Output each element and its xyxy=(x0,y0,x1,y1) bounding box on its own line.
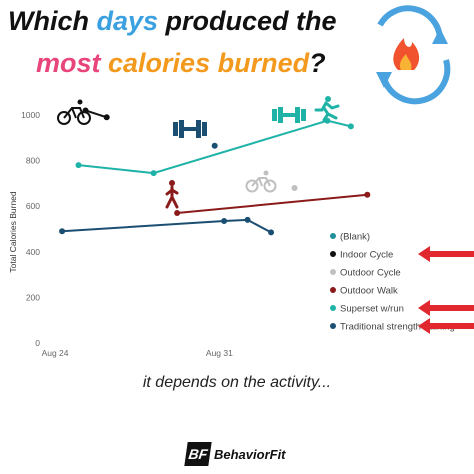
data-point xyxy=(221,218,228,225)
title-line-1: Which days produced the xyxy=(8,6,408,37)
x-tick-label: Aug 24 xyxy=(42,348,69,358)
data-point xyxy=(150,170,157,177)
legend-marker xyxy=(330,251,336,257)
legend-marker xyxy=(330,323,336,329)
x-tick-label: Aug 31 xyxy=(206,348,233,358)
legend-label: Traditional strength training xyxy=(340,322,455,333)
runner-icon xyxy=(314,96,340,122)
series-line xyxy=(78,119,352,175)
series-line xyxy=(177,193,368,215)
y-axis-label: Total Calories Burned xyxy=(8,191,18,273)
legend-marker xyxy=(330,287,336,293)
data-point xyxy=(364,191,371,198)
walker-icon xyxy=(165,180,179,209)
legend-marker xyxy=(330,305,336,311)
caption: it depends on the activity... xyxy=(142,374,332,391)
dumbbell-icon xyxy=(173,120,207,138)
data-point xyxy=(75,162,82,169)
y-tick-label: 800 xyxy=(26,156,40,166)
red-arrow-icon xyxy=(418,300,474,316)
data-point xyxy=(211,142,218,149)
title-part: ? xyxy=(309,48,326,78)
brand-logo-icon: BF xyxy=(184,442,212,466)
cyclist-icon xyxy=(57,99,91,125)
red-arrow-icon xyxy=(418,318,474,334)
y-axis-ticks: 0 200 400 600 800 1000 xyxy=(21,110,40,348)
title-part: produced the xyxy=(158,6,337,36)
series-layer xyxy=(59,107,371,236)
data-point xyxy=(244,216,251,223)
data-point xyxy=(59,228,66,235)
legend: (Blank) Indoor Cycle Outdoor Cycle Outdoor … xyxy=(330,232,474,334)
data-point xyxy=(174,210,181,217)
x-axis-ticks: Aug 24 Aug 31 xyxy=(42,348,234,358)
cyclist-icon xyxy=(245,170,277,193)
title-part: most xyxy=(36,48,109,78)
legend-marker xyxy=(330,269,336,275)
data-point xyxy=(268,229,275,236)
legend-label: Outdoor Cycle xyxy=(340,268,401,279)
data-point xyxy=(347,123,354,130)
legend-label: Indoor Cycle xyxy=(340,250,393,261)
title-part: Which xyxy=(8,6,97,36)
y-tick-label: 1000 xyxy=(21,110,40,120)
series-line xyxy=(85,109,108,119)
series-line xyxy=(62,218,272,234)
legend-label: Superset w/run xyxy=(340,304,404,315)
y-tick-label: 200 xyxy=(26,292,40,302)
brand-name: BehaviorFit xyxy=(214,446,286,462)
y-tick-label: 400 xyxy=(26,247,40,257)
legend-label: Outdoor Walk xyxy=(340,286,398,297)
title-part-highlight: days xyxy=(96,6,159,36)
data-point xyxy=(103,114,110,121)
red-arrow-icon xyxy=(418,246,474,262)
y-tick-label: 0 xyxy=(35,338,40,348)
data-point xyxy=(291,184,298,191)
legend-label: (Blank) xyxy=(340,232,370,243)
y-tick-label: 600 xyxy=(26,201,40,211)
title-line-2: most calories burned? xyxy=(36,48,436,79)
dumbbell-icon xyxy=(272,107,306,123)
fire-recycle-icon xyxy=(376,5,451,105)
legend-marker xyxy=(330,233,336,239)
brand: BF BehaviorFit xyxy=(184,442,286,466)
title-part-highlight: calories burned xyxy=(108,48,310,78)
